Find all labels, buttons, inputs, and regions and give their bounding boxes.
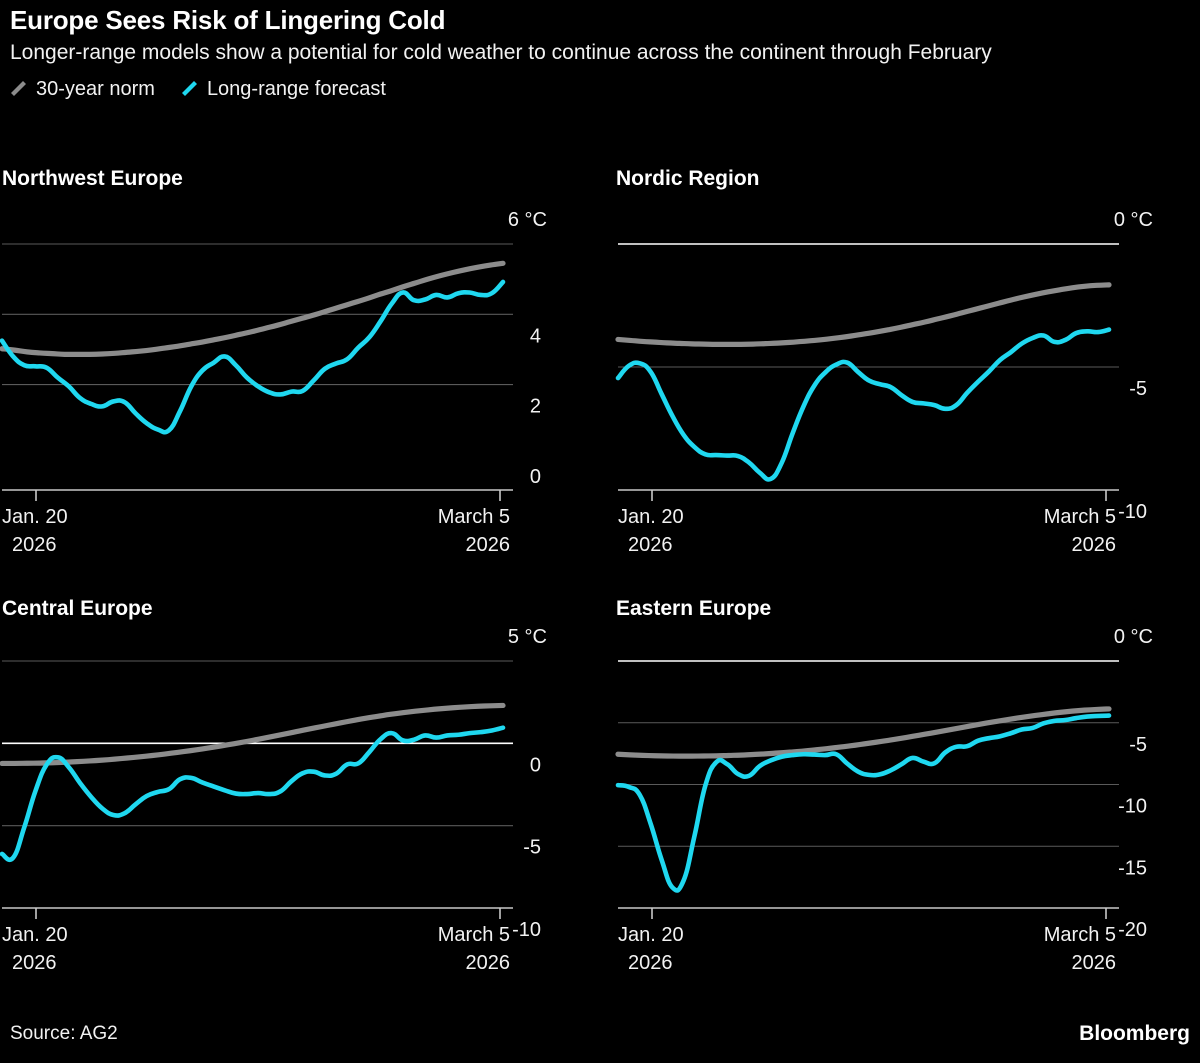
x-tick-label-year: 2026 [12,534,57,556]
y-tick-label: -5 [1129,378,1147,400]
chart-title-eastern-europe: Eastern Europe [616,597,772,620]
chart-title-nordic-region: Nordic Region [616,167,760,190]
y-tick-label: -5 [523,837,541,859]
series-line-30-year-norm [615,706,1112,759]
x-tick-label-date: March 5 [438,924,510,946]
legend-label-forecast: Long-range forecast [206,77,386,100]
legend-slash-icon-forecast [181,80,198,97]
chart-northwest-europe: 6 °C 4 2 0 Jan. 20 2026 March 5 2026 [0,209,547,556]
y-tick-label: 2 [530,396,541,418]
chart-eastern-europe: 0 °C -5 -10 -15 -20 Jan. 20 2026 March 5 2026 [615,626,1153,974]
source-note: Source: AG2 [10,1023,118,1044]
y-axis-unit-label: 6 °C [508,209,547,231]
x-tick-label-year: 2026 [1072,952,1117,974]
legend-slash-icon-norm [10,80,27,97]
x-tick-label-year: 2026 [628,952,673,974]
x-tick-label-date: Jan. 20 [618,924,684,946]
x-tick-label-year: 2026 [466,534,511,556]
y-tick-label: -20 [1118,919,1147,941]
series-line-30-year-norm [615,282,1112,347]
y-tick-label: 4 [530,325,541,347]
y-tick-label: -10 [1118,796,1147,818]
y-tick-label: 0 [530,466,541,488]
y-axis-unit-label: 5 °C [508,626,547,648]
y-tick-label: 0 [530,754,541,776]
bloomberg-logo: Bloomberg [1079,1022,1190,1045]
chart-central-europe: 5 °C 0 -5 -10 Jan. 20 2026 March 5 2026 [0,626,547,974]
legend-item-norm: 30-year norm [10,79,155,99]
y-tick-label: -15 [1118,857,1147,879]
x-tick-label-date: Jan. 20 [618,506,684,528]
chart-panel-nordic-region: Nordic Region 0 °C -5 -10 Jan. 20 2026 March … [600,168,1200,598]
header: Europe Sees Risk of Lingering Cold Longe… [0,0,1200,65]
chart-grid: Northwest Europe 6 °C 4 2 0 Jan. 20 2026 March… [0,168,1200,1013]
chart-legend: 30-year norm Long-range forecast [0,65,1200,99]
chart-panel-eastern-europe: Eastern Europe 0 °C -5 -10 -15 -20 Jan. 20 202… [600,598,1200,1013]
page-subtitle: Longer-range models show a potential for… [10,40,992,64]
legend-label-norm: 30-year norm [36,77,155,100]
x-tick-label-year: 2026 [12,952,57,974]
y-axis-unit-label: 0 °C [1114,209,1153,231]
series-line-30-year-norm [0,260,506,358]
chart-title-central-europe: Central Europe [2,597,153,620]
series-line-long-range-forecast [615,327,1112,482]
x-tick-label-date: Jan. 20 [2,506,68,528]
series-line-30-year-norm [0,702,506,767]
x-tick-label-date: March 5 [1044,506,1116,528]
page-title: Europe Sees Risk of Lingering Cold [10,5,446,35]
x-tick-label-date: Jan. 20 [2,924,68,946]
y-tick-label: -5 [1129,734,1147,756]
x-tick-label-date: March 5 [438,506,510,528]
x-tick-label-date: March 5 [1044,924,1116,946]
chart-panel-northwest-europe: Northwest Europe 6 °C 4 2 0 Jan. 20 2026 March… [0,168,600,598]
y-tick-label: -10 [1118,501,1147,523]
series-line-long-range-forecast [0,725,506,863]
y-tick-label: -10 [512,919,541,941]
y-axis-unit-label: 0 °C [1114,626,1153,648]
series-line-long-range-forecast [615,713,1112,893]
legend-item-forecast: Long-range forecast [181,79,386,99]
series-line-long-range-forecast [0,279,506,435]
x-tick-label-year: 2026 [628,534,673,556]
chart-panel-central-europe: Central Europe 5 °C 0 -5 -10 Jan. 20 2026 Marc… [0,598,600,1013]
x-tick-label-year: 2026 [1072,534,1117,556]
chart-title-northwest-europe: Northwest Europe [2,167,183,190]
chart-nordic-region: 0 °C -5 -10 Jan. 20 2026 March 5 2026 [615,209,1153,556]
x-tick-label-year: 2026 [466,952,511,974]
footer: Source: AG2 Bloomberg [0,1013,1200,1063]
